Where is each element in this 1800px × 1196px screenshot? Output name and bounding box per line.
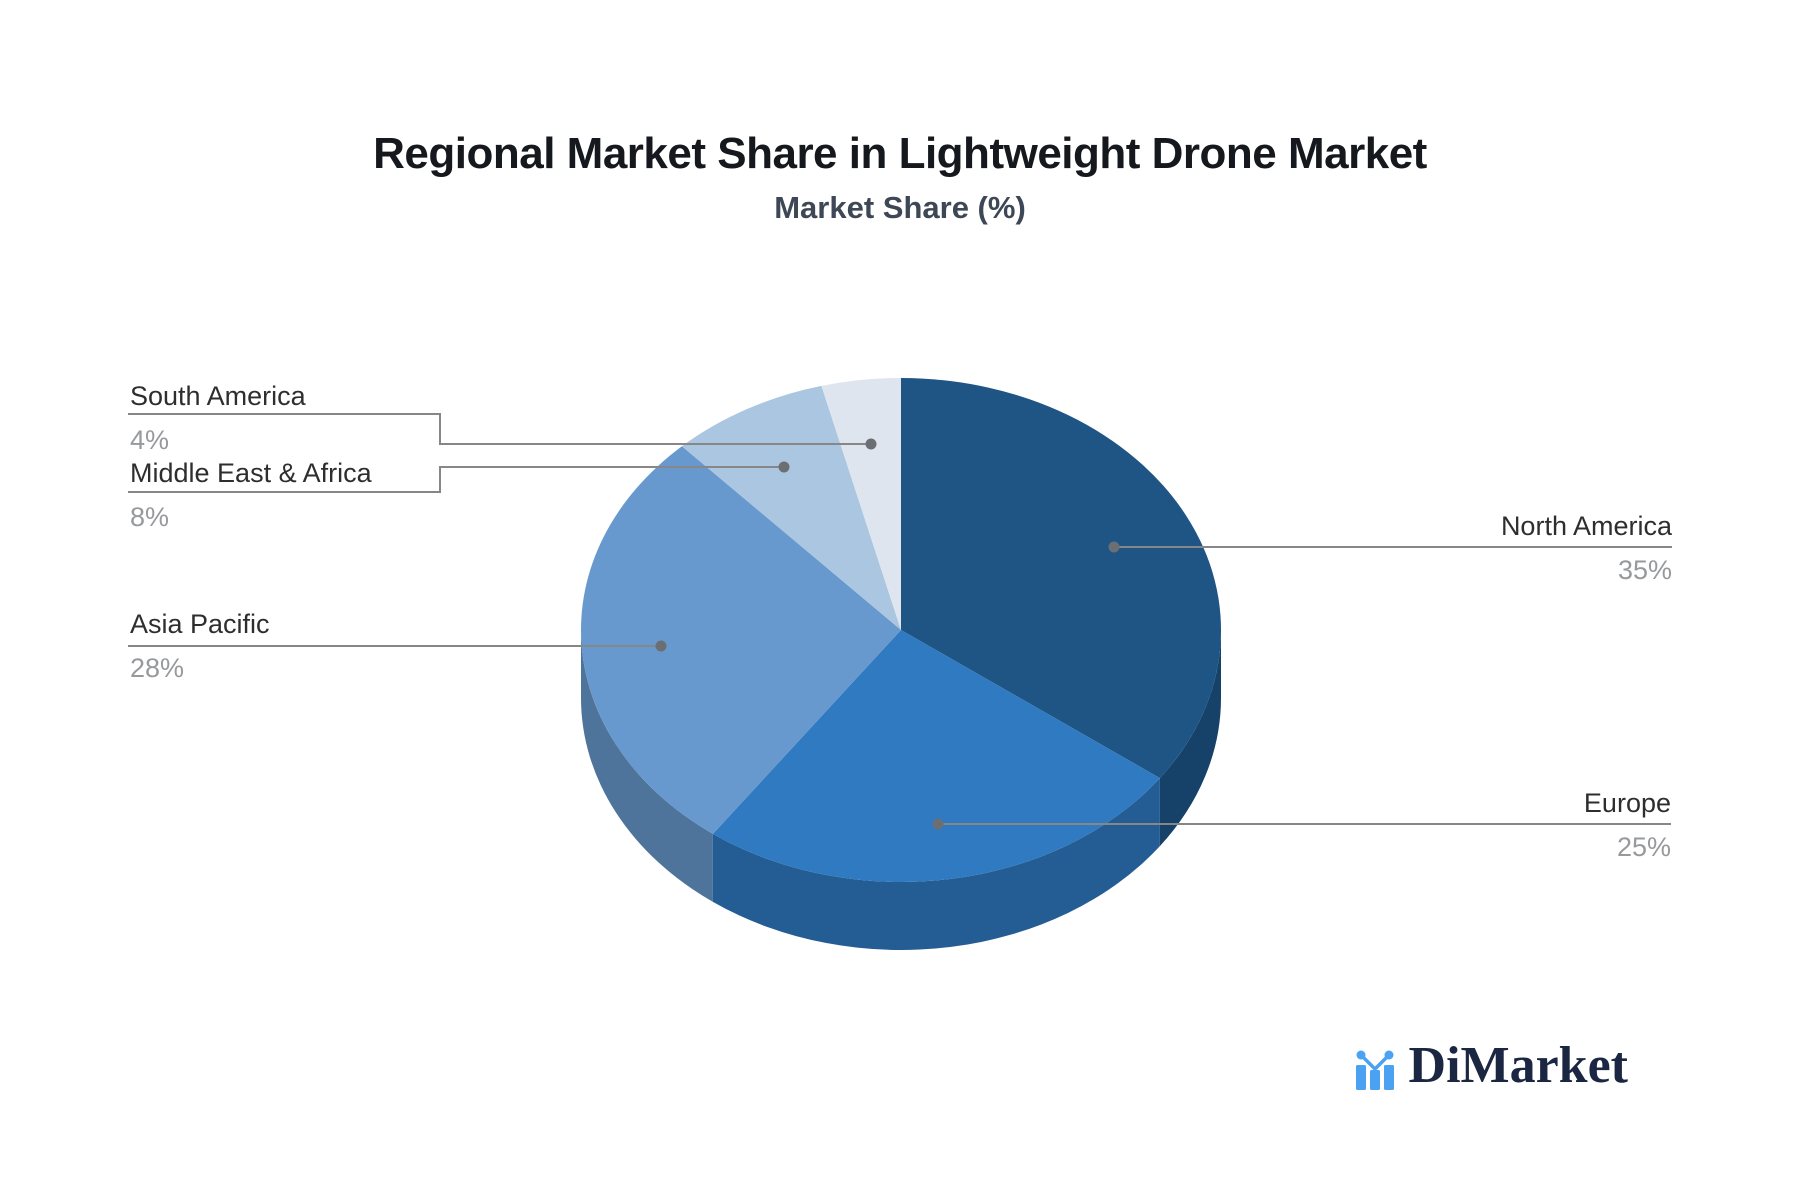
slice-value: 25% — [1616, 832, 1671, 862]
pie-slice-side-asia-pacific — [581, 630, 713, 902]
slice-label: Asia Pacific — [130, 609, 270, 639]
callout-europe: Europe 25% — [1584, 787, 1671, 863]
dimarket-logo: DiMarket — [1354, 1040, 1628, 1092]
slice-label: Europe — [1583, 788, 1671, 818]
slice-label: South America — [130, 381, 306, 411]
connector-dot-asia-pacific — [655, 640, 667, 652]
slice-label: Middle East & Africa — [130, 458, 372, 488]
chart-subtitle: Market Share (%) — [774, 190, 1026, 225]
pie-slice-north-america[interactable] — [901, 378, 1222, 779]
slice-value: 28% — [130, 653, 185, 683]
connector-dot-middle-east-africa — [778, 461, 790, 473]
dimarket-logo-icon — [1355, 1050, 1394, 1090]
connector-dot-north-america — [1108, 541, 1120, 553]
pie-slice-asia-pacific[interactable] — [580, 446, 901, 834]
slice-label: North America — [1500, 511, 1672, 541]
dimarket-logo-text: DiMarket — [1408, 1037, 1628, 1094]
slice-value: 35% — [1617, 555, 1672, 585]
pie-slice-south-america[interactable] — [821, 378, 901, 630]
connector-dot-south-america — [865, 438, 877, 450]
connector-line-middle-east-africa — [128, 466, 784, 493]
chart-title: Regional Market Share in Lightweight Dro… — [373, 129, 1427, 178]
callout-south-america: South America 4% — [130, 380, 306, 456]
logo-bar — [1369, 1070, 1380, 1090]
logo-line — [1358, 1053, 1391, 1071]
slice-value: 8% — [130, 502, 170, 532]
logo-dot — [1356, 1050, 1366, 1060]
logo-bar — [1383, 1065, 1394, 1090]
logo-bar — [1355, 1065, 1366, 1090]
callout-middle-east-africa: Middle East & Africa 8% — [130, 457, 372, 533]
callout-asia-pacific: Asia Pacific 28% — [130, 608, 270, 684]
callout-north-america: North America 35% — [1501, 510, 1672, 586]
connector-dot-europe — [932, 818, 944, 830]
pie-slice-middle-east-africa[interactable] — [681, 385, 901, 630]
slice-value: 4% — [130, 425, 170, 455]
pie-slice-side-north-america — [1159, 630, 1221, 847]
pie-slice-europe[interactable] — [712, 630, 1160, 882]
pie-slice-side-europe — [712, 778, 1160, 950]
connector-line-south-america — [128, 413, 871, 445]
logo-dot — [1384, 1050, 1394, 1060]
